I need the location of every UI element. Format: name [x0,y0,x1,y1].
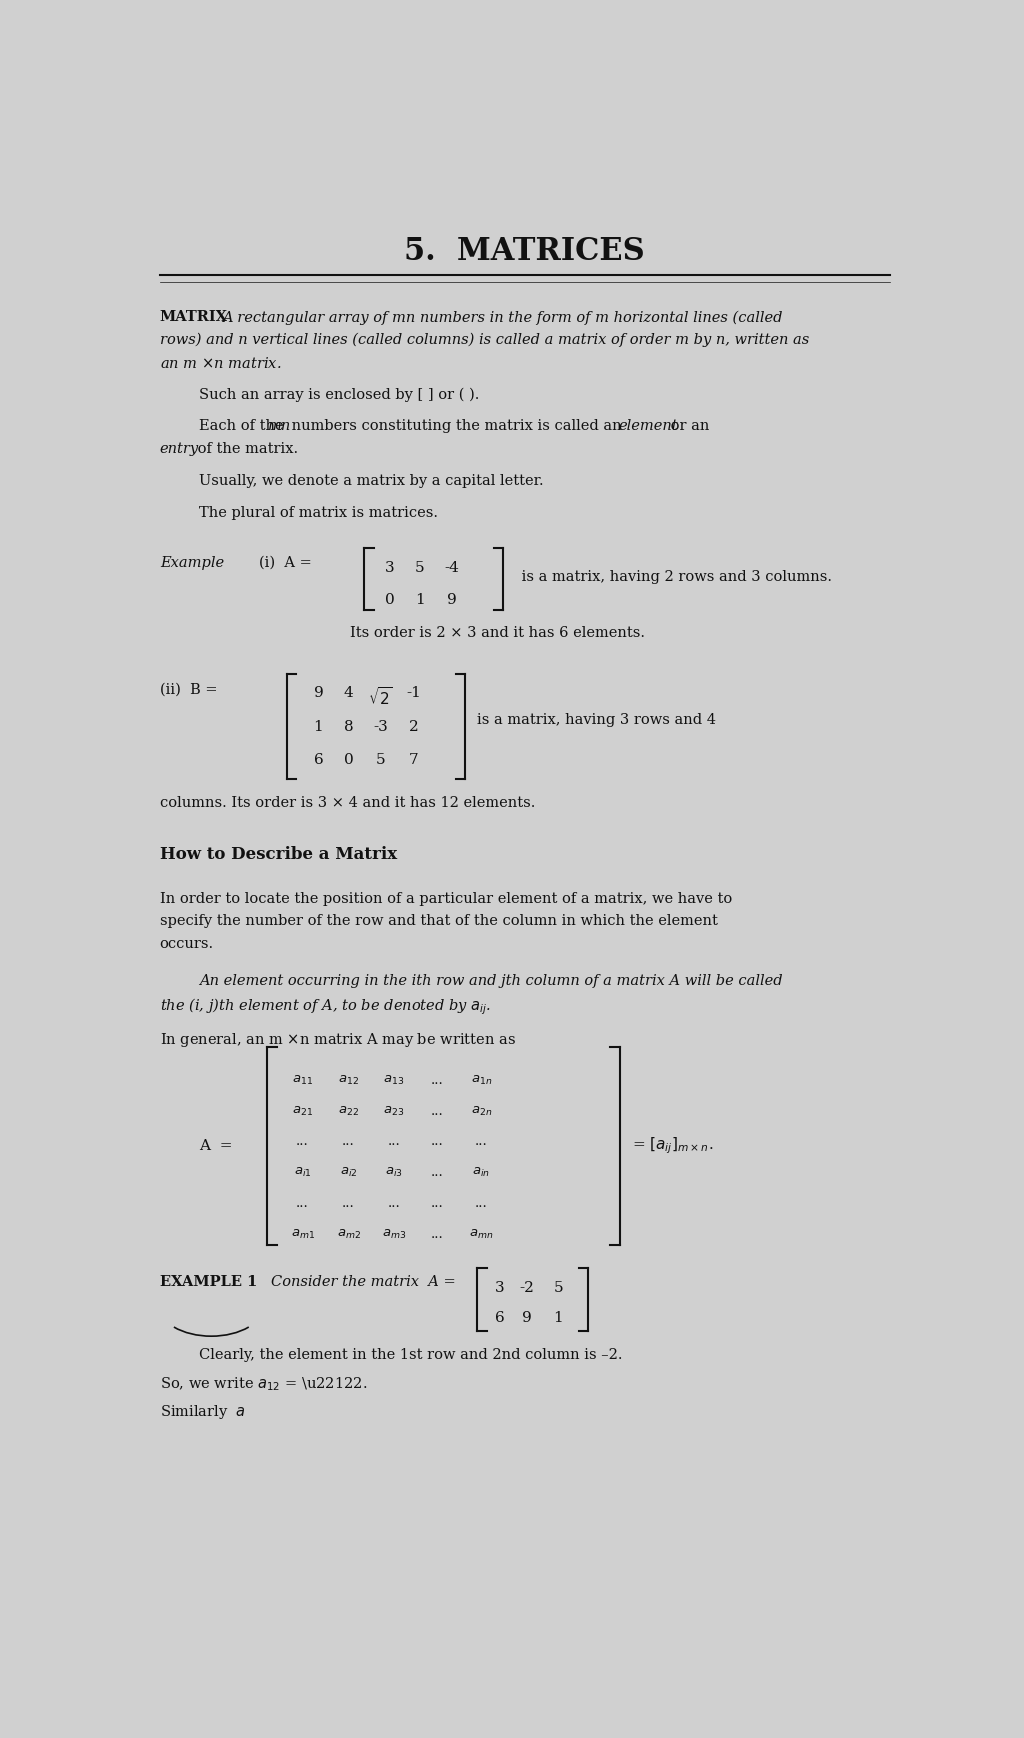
Text: 2: 2 [409,720,419,733]
Text: 1: 1 [553,1310,563,1324]
Text: numbers constituting the matrix is called an: numbers constituting the matrix is calle… [287,419,626,433]
Text: occurs.: occurs. [160,937,214,951]
Text: is a matrix, having 3 rows and 4: is a matrix, having 3 rows and 4 [477,713,716,726]
Text: 3: 3 [495,1281,504,1295]
Text: ...: ... [431,1227,443,1241]
Text: $a_{m1}$: $a_{m1}$ [291,1227,314,1241]
Text: $a_{12}$: $a_{12}$ [338,1074,359,1086]
Text: A rectangular array of mn numbers in the form of m horizontal lines (called: A rectangular array of mn numbers in the… [221,311,782,325]
Text: -1: -1 [407,687,421,700]
Text: 7: 7 [409,753,419,768]
Text: Usually, we denote a matrix by a capital letter.: Usually, we denote a matrix by a capital… [200,474,544,488]
Text: A  =: A = [200,1138,232,1152]
Text: mn: mn [267,419,291,433]
Text: Consider the matrix  A =: Consider the matrix A = [270,1274,456,1288]
Text: ...: ... [296,1135,309,1149]
Text: is a matrix, having 2 rows and 3 columns.: is a matrix, having 2 rows and 3 columns… [517,570,831,584]
Text: of the matrix.: of the matrix. [194,441,298,455]
Text: ...: ... [431,1074,443,1086]
Text: -3: -3 [373,720,388,733]
Text: Example: Example [160,556,224,570]
Text: $a_{1n}$: $a_{1n}$ [470,1074,492,1086]
Text: Clearly, the element in the 1st row and 2nd column is –2.: Clearly, the element in the 1st row and … [200,1349,623,1363]
Text: MATRIX: MATRIX [160,311,227,325]
Text: 9: 9 [313,687,324,700]
Text: Similarly  $a$: Similarly $a$ [160,1403,246,1422]
Text: 6: 6 [313,753,324,768]
Text: entry: entry [160,441,199,455]
Text: 9: 9 [521,1310,531,1324]
Text: -2: -2 [519,1281,534,1295]
Text: 1: 1 [415,593,425,608]
Text: $a_{11}$: $a_{11}$ [292,1074,313,1086]
Text: rows) and n vertical lines (called columns) is called a matrix of order m by n, : rows) and n vertical lines (called colum… [160,334,809,348]
Text: ...: ... [431,1166,443,1178]
Text: element: element [618,419,678,433]
Text: $a_{in}$: $a_{in}$ [472,1166,490,1180]
Text: ...: ... [387,1197,400,1210]
Text: $a_{i1}$: $a_{i1}$ [294,1166,311,1180]
Text: $a_{2n}$: $a_{2n}$ [470,1105,492,1118]
Text: $a_{13}$: $a_{13}$ [383,1074,404,1086]
Text: 3: 3 [385,561,394,575]
Text: 6: 6 [495,1310,504,1324]
Text: $a_{mn}$: $a_{mn}$ [469,1227,494,1241]
Text: How to Describe a Matrix: How to Describe a Matrix [160,846,397,864]
Text: (i)  A =: (i) A = [259,556,311,570]
Text: Such an array is enclosed by [ ] or ( ).: Such an array is enclosed by [ ] or ( ). [200,388,480,401]
Text: columns. Its order is 3 × 4 and it has 12 elements.: columns. Its order is 3 × 4 and it has 1… [160,796,536,810]
Text: Its order is 2 × 3 and it has 6 elements.: Its order is 2 × 3 and it has 6 elements… [350,626,645,640]
Text: -4: -4 [444,561,459,575]
Text: $a_{23}$: $a_{23}$ [383,1105,404,1118]
Text: $a_{m2}$: $a_{m2}$ [337,1227,360,1241]
Text: 5: 5 [416,561,425,575]
Text: ...: ... [387,1135,400,1149]
Text: 9: 9 [446,593,457,608]
Text: 5.  MATRICES: 5. MATRICES [404,236,645,268]
Text: In general, an m $\times$n matrix A may be written as: In general, an m $\times$n matrix A may … [160,1031,516,1048]
Text: Each of the: Each of the [200,419,289,433]
Text: ...: ... [475,1197,487,1210]
Text: So, we write $a_{12}$ = \u22122.: So, we write $a_{12}$ = \u22122. [160,1375,368,1394]
Text: 4: 4 [344,687,353,700]
Text: (ii)  B =: (ii) B = [160,683,217,697]
Text: $\sqrt{2}$: $\sqrt{2}$ [368,687,393,709]
Text: $a_{22}$: $a_{22}$ [338,1105,359,1118]
Text: or an: or an [666,419,710,433]
Text: EXAMPLE 1: EXAMPLE 1 [160,1274,257,1288]
Text: ...: ... [431,1197,443,1210]
Text: specify the number of the row and that of the column in which the element: specify the number of the row and that o… [160,914,718,928]
Text: 1: 1 [313,720,324,733]
Text: the (i, j)th element of A, to be denoted by $a_{ij}$.: the (i, j)th element of A, to be denoted… [160,996,490,1017]
Text: The plural of matrix is matrices.: The plural of matrix is matrices. [200,506,438,520]
Text: 0: 0 [385,593,395,608]
Text: $a_{i3}$: $a_{i3}$ [385,1166,402,1180]
Text: ...: ... [431,1135,443,1149]
Text: $a_{21}$: $a_{21}$ [292,1105,313,1118]
Text: $a_{m3}$: $a_{m3}$ [382,1227,406,1241]
Text: ...: ... [431,1105,443,1118]
Text: ...: ... [475,1135,487,1149]
Text: an m $\times$n matrix.: an m $\times$n matrix. [160,356,282,370]
Text: = $[a_{ij}]_{m \times n}$.: = $[a_{ij}]_{m \times n}$. [632,1137,714,1156]
Text: 0: 0 [344,753,353,768]
Text: An element occurring in the ith row and jth column of a matrix A will be called: An element occurring in the ith row and … [200,973,783,987]
Text: ...: ... [296,1197,309,1210]
Text: $a_{i2}$: $a_{i2}$ [340,1166,357,1180]
Text: ...: ... [342,1135,355,1149]
Text: 8: 8 [344,720,353,733]
Text: 5: 5 [376,753,385,768]
Text: 5: 5 [553,1281,563,1295]
Text: ...: ... [342,1197,355,1210]
Text: In order to locate the position of a particular element of a matrix, we have to: In order to locate the position of a par… [160,892,732,905]
